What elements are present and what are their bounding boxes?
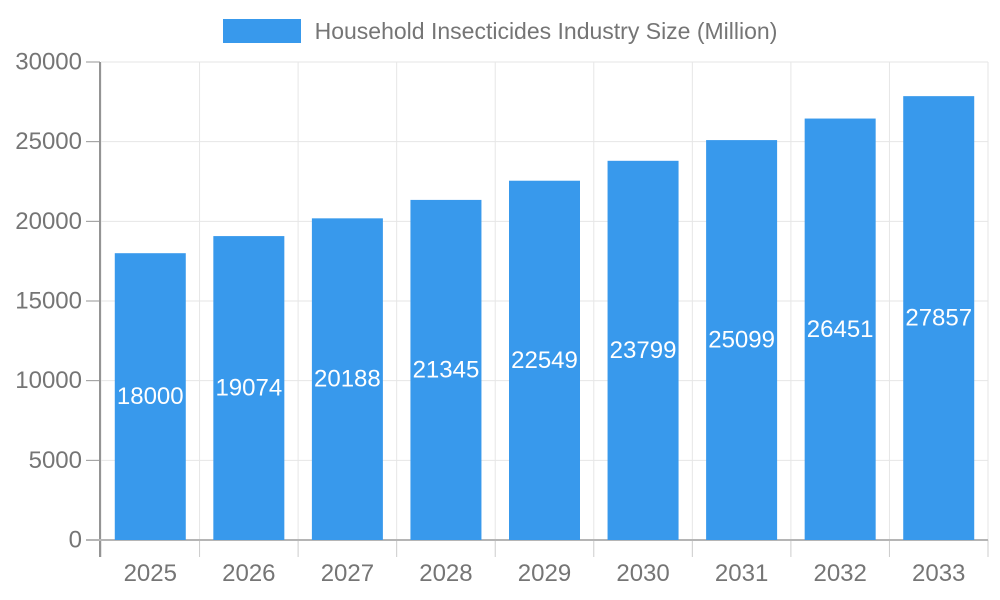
bar-value-label: 20188 <box>314 366 381 393</box>
y-tick-label: 20000 <box>15 208 82 235</box>
y-tick-label: 30000 <box>15 49 82 76</box>
bar-value-label: 21345 <box>413 356 480 383</box>
bar-value-label: 26451 <box>807 316 874 343</box>
bar-value-label: 23799 <box>610 337 677 364</box>
chart-legend: Household Insecticides Industry Size (Mi… <box>0 14 1000 48</box>
x-category-label: 2025 <box>124 560 177 587</box>
y-tick-label: 15000 <box>15 288 82 315</box>
bar[interactable] <box>311 218 383 540</box>
x-category-label: 2027 <box>321 560 374 587</box>
y-tick-label: 10000 <box>15 367 82 394</box>
legend-swatch <box>222 19 301 43</box>
x-category-label: 2031 <box>715 560 768 587</box>
x-category-label: 2030 <box>616 560 669 587</box>
legend-label: Household Insecticides Industry Size (Mi… <box>314 17 778 44</box>
bar-value-label: 19074 <box>215 375 282 402</box>
bar[interactable] <box>607 160 679 540</box>
bar[interactable] <box>410 199 482 540</box>
bar[interactable] <box>213 236 285 541</box>
x-category-label: 2028 <box>419 560 472 587</box>
bar-value-label: 25099 <box>708 327 775 354</box>
bar-value-label: 27857 <box>905 305 972 332</box>
y-tick-label: 25000 <box>15 128 82 155</box>
bar[interactable] <box>114 253 186 540</box>
x-category-label: 2033 <box>912 560 965 587</box>
bar-value-label: 18000 <box>117 383 184 410</box>
x-category-label: 2026 <box>222 560 275 587</box>
bar[interactable] <box>706 140 778 540</box>
y-tick-label: 0 <box>69 527 82 554</box>
y-tick-label: 5000 <box>29 447 82 474</box>
bar-value-label: 22549 <box>511 347 578 374</box>
bar[interactable] <box>509 180 580 540</box>
bar[interactable] <box>804 118 876 541</box>
x-category-label: 2032 <box>813 560 866 587</box>
bar[interactable] <box>903 96 975 540</box>
x-category-label: 2029 <box>518 560 571 587</box>
